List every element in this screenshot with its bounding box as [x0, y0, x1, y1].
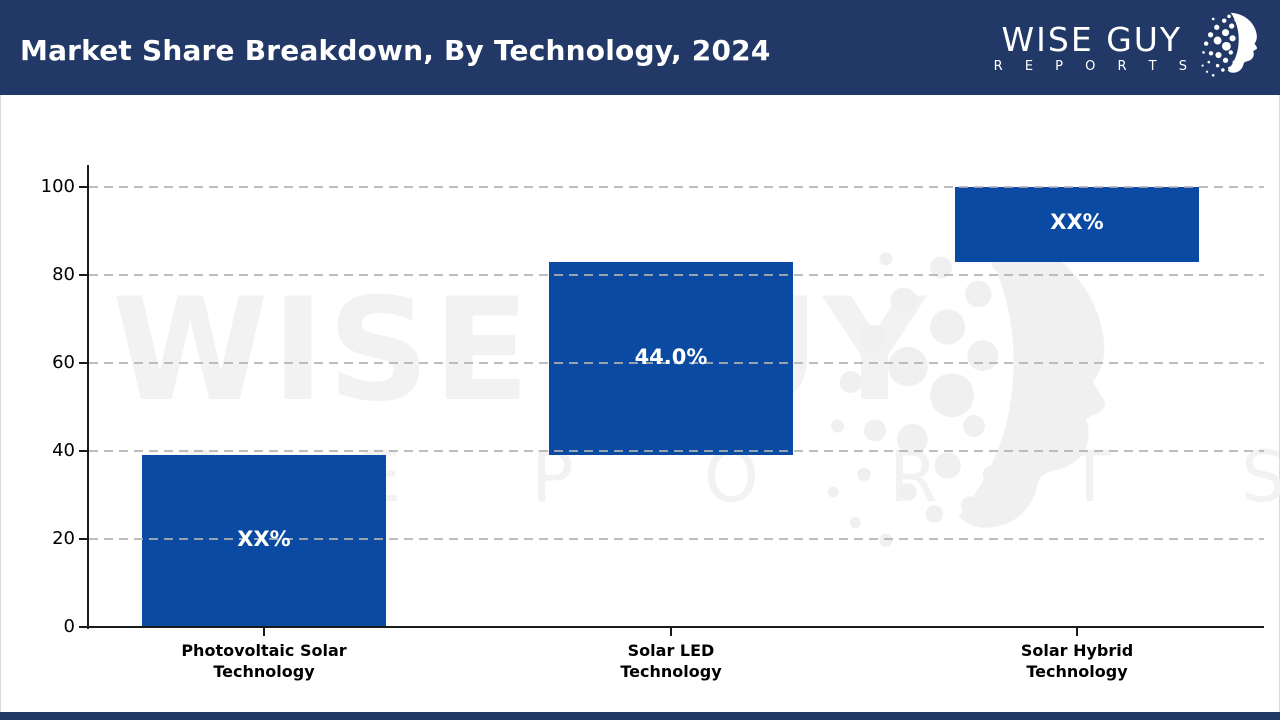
- y-tick-label: 0: [63, 616, 75, 637]
- x-axis-line: [87, 626, 1264, 628]
- x-category-label: Solar LED Technology: [511, 640, 831, 682]
- y-tick-label: 20: [52, 528, 75, 549]
- bar-value-label: XX%: [1050, 210, 1104, 235]
- gridline-20: [89, 538, 1264, 540]
- y-tick-100: [79, 186, 87, 188]
- y-tick-40: [79, 450, 87, 452]
- y-tick-label: 80: [52, 264, 75, 285]
- logo-dotted-head-icon: [1201, 12, 1257, 77]
- x-tick: [1076, 628, 1078, 636]
- y-tick-80: [79, 274, 87, 276]
- gridline-60: [89, 362, 1264, 364]
- y-tick-label: 60: [52, 352, 75, 373]
- y-tick-20: [79, 538, 87, 540]
- footer-bar: [0, 712, 1280, 720]
- gridline-100: [89, 186, 1264, 188]
- y-axis-line: [87, 165, 89, 629]
- wise-guy-reports-logo: WISE GUY R E P O R T S: [988, 8, 1266, 88]
- category-label-line: Photovoltaic Solar: [181, 641, 347, 660]
- header-banner: Market Share Breakdown, By Technology, 2…: [0, 0, 1280, 95]
- y-tick-label: 40: [52, 440, 75, 461]
- category-label-line: Technology: [213, 662, 315, 681]
- bar-value-label: XX%: [237, 527, 291, 552]
- bar-photovoltaic-solar-technology: [142, 455, 386, 627]
- bar-solar-hybrid-technology: [955, 187, 1199, 262]
- bar-value-label: 44.0%: [634, 344, 708, 369]
- category-label-line: Solar Hybrid: [1020, 641, 1134, 660]
- category-label-line: Technology: [1026, 662, 1128, 681]
- logo-subtext: R E P O R T S: [993, 58, 1196, 74]
- logo-text: WISE GUY R E P O R T S: [988, 19, 1196, 74]
- y-tick-60: [79, 362, 87, 364]
- y-tick-label: 100: [40, 176, 75, 197]
- gridline-40: [89, 450, 1264, 452]
- bar-solar-led-technology: [549, 261, 793, 456]
- gridline-80: [89, 274, 1264, 276]
- x-category-label: Solar Hybrid Technology: [917, 640, 1237, 682]
- x-tick: [263, 628, 265, 636]
- x-category-label: Photovoltaic Solar Technology: [104, 640, 424, 682]
- category-label-line: Solar LED: [627, 641, 715, 660]
- category-label-line: Technology: [620, 662, 722, 681]
- chart-title: Market Share Breakdown, By Technology, 2…: [20, 34, 771, 67]
- logo-wordmark: WISE GUY: [1001, 19, 1183, 59]
- y-tick-0: [79, 626, 87, 628]
- x-tick: [670, 628, 672, 636]
